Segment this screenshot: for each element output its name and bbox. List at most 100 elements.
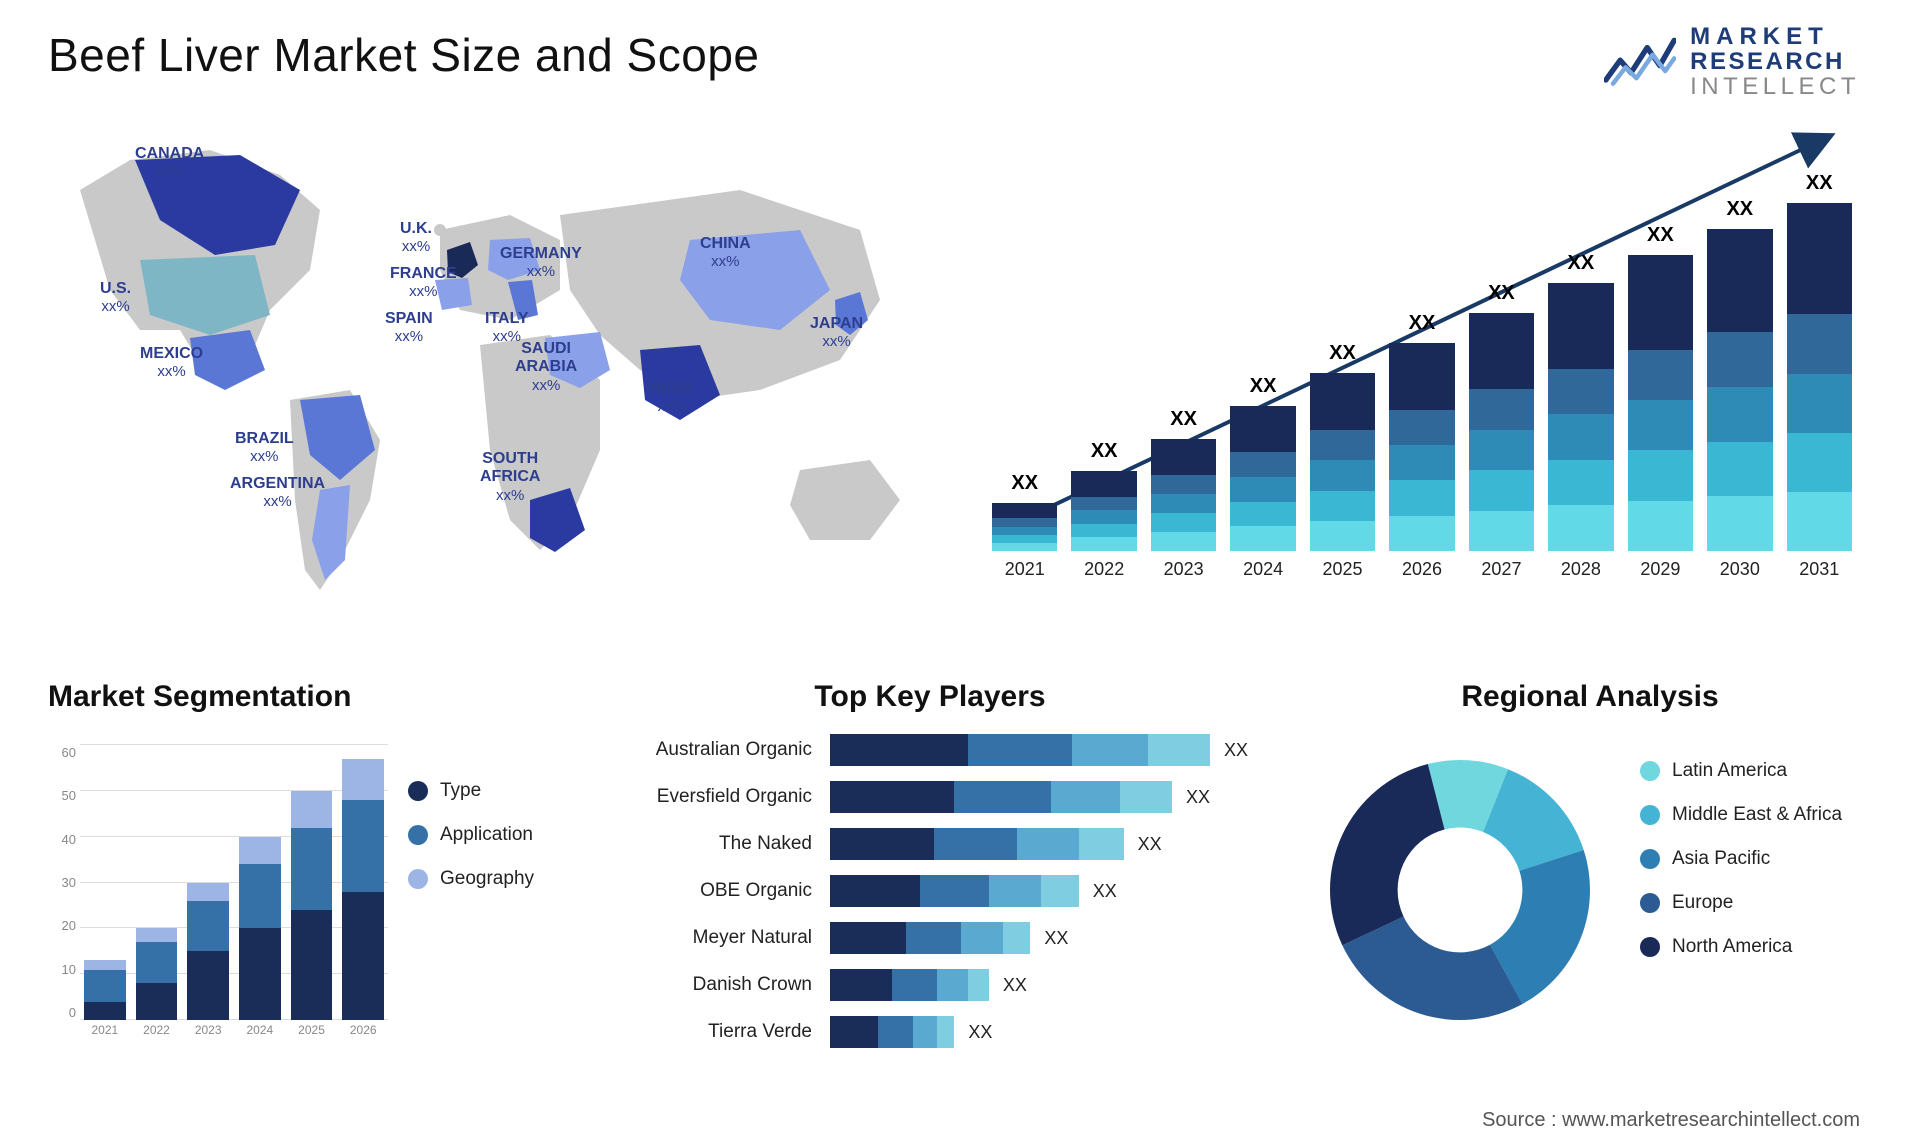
segmentation-bar — [187, 883, 229, 1020]
player-value: XX — [1044, 928, 1068, 949]
legend-item: Asia Pacific — [1640, 848, 1842, 870]
map-label: JAPANxx% — [810, 315, 863, 351]
map-label: GERMANYxx% — [500, 245, 582, 281]
forecast-bar-value: XX — [1329, 342, 1356, 365]
regional-donut — [1310, 740, 1610, 1040]
player-name: OBE Organic — [610, 880, 830, 902]
legend-item: North America — [1640, 936, 1842, 958]
forecast-bar-value: XX — [1250, 375, 1277, 398]
forecast-bar: XX 2025 — [1310, 342, 1375, 580]
player-name: The Naked — [610, 833, 830, 855]
segmentation-bar — [239, 837, 281, 1020]
forecast-chart: XX2021XX2022XX2023XX2024XX2025XX2026XX20… — [992, 150, 1852, 610]
player-value: XX — [968, 1022, 992, 1043]
segmentation-legend: Type Application Geography — [408, 780, 534, 890]
map-label: SPAINxx% — [385, 310, 433, 346]
forecast-bar-value: XX — [1806, 172, 1833, 195]
forecast-bar: XX 2021 — [992, 472, 1057, 580]
map-label: U.K.xx% — [400, 220, 432, 256]
segmentation-bar — [291, 791, 333, 1020]
forecast-bar-year: 2021 — [1005, 559, 1045, 580]
map-label: ARGENTINAxx% — [230, 475, 325, 511]
forecast-bar-value: XX — [1011, 472, 1038, 495]
map-label: FRANCExx% — [390, 265, 457, 301]
legend-item: Middle East & Africa — [1640, 804, 1842, 826]
player-row: Tierra Verde XX — [610, 1012, 1250, 1052]
player-value: XX — [1003, 975, 1027, 996]
player-name: Danish Crown — [610, 974, 830, 996]
forecast-bar-value: XX — [1488, 282, 1515, 305]
map-label: SAUDIARABIAxx% — [515, 340, 577, 394]
player-bar — [830, 969, 989, 1001]
brand-logo: MARKET RESEARCH INTELLECT — [1604, 24, 1860, 100]
legend-item: Application — [408, 824, 534, 846]
map-label: BRAZILxx% — [235, 430, 294, 466]
forecast-bar-value: XX — [1568, 252, 1595, 275]
player-row: Danish Crown XX — [610, 965, 1250, 1005]
map-label: CANADAxx% — [135, 145, 204, 181]
forecast-bar: XX2022 — [1071, 440, 1136, 580]
forecast-bar: XX 2024 — [1230, 375, 1295, 580]
player-bar — [830, 875, 1079, 907]
donut-slice — [1330, 764, 1445, 945]
legend-item: Geography — [408, 868, 534, 890]
player-row: Meyer Natural XX — [610, 918, 1250, 958]
player-name: Meyer Natural — [610, 927, 830, 949]
map-label: INDIAxx% — [650, 380, 694, 416]
forecast-bar-year: 2029 — [1640, 559, 1680, 580]
forecast-bar-year: 2026 — [1402, 559, 1442, 580]
forecast-bar-year: 2027 — [1481, 559, 1521, 580]
regional-panel: Regional Analysis Latin America Middle Ea… — [1300, 680, 1880, 1080]
logo-line1: MARKET — [1690, 24, 1860, 49]
map-label: SOUTHAFRICAxx% — [480, 450, 540, 504]
regional-legend: Latin America Middle East & Africa Asia Pa… — [1640, 760, 1842, 958]
forecast-bar: XX 2023 — [1151, 408, 1216, 580]
map-label: CHINAxx% — [700, 235, 751, 271]
forecast-bar: XX 2029 — [1628, 224, 1693, 580]
segmentation-bar — [84, 960, 126, 1020]
players-panel: Top Key Players Australian OrganicXXEver… — [610, 680, 1250, 1080]
player-row: OBE OrganicXX — [610, 871, 1250, 911]
legend-item: Latin America — [1640, 760, 1842, 782]
player-bar — [830, 781, 1172, 813]
forecast-bar-year: 2025 — [1323, 559, 1363, 580]
players-list: Australian Organic XX Eversfield Organic XX… — [610, 730, 1250, 1052]
forecast-bar-year: 2023 — [1164, 559, 1204, 580]
logo-line2: RESEARCH — [1690, 49, 1860, 74]
segmentation-panel: Market Segmentation 6050403020100 202120… — [48, 680, 568, 1080]
map-label: MEXICOxx% — [140, 345, 203, 381]
player-row: Eversfield Organic XX — [610, 777, 1250, 817]
forecast-bar-value: XX — [1170, 408, 1197, 431]
segmentation-bar — [136, 928, 178, 1020]
segmentation-bar — [342, 759, 384, 1020]
players-title: Top Key Players — [610, 680, 1250, 714]
player-name: Eversfield Organic — [610, 786, 830, 808]
forecast-bar: XX 2028 — [1548, 252, 1613, 580]
forecast-bar-value: XX — [1409, 312, 1436, 335]
forecast-bar: XX 2026 — [1389, 312, 1454, 580]
regional-title: Regional Analysis — [1300, 680, 1880, 714]
segmentation-chart: 6050403020100 202120222023202420252026 — [48, 745, 388, 1045]
forecast-bar: XX 2030 — [1707, 198, 1772, 580]
forecast-bar-value: XX — [1647, 224, 1674, 247]
forecast-bar-value: XX — [1726, 198, 1753, 221]
player-value: XX — [1224, 740, 1248, 761]
legend-item: Type — [408, 780, 534, 802]
forecast-bar-year: 2031 — [1799, 559, 1839, 580]
page-title: Beef Liver Market Size and Scope — [48, 28, 759, 82]
player-bar — [830, 828, 1124, 860]
player-name: Tierra Verde — [610, 1021, 830, 1043]
forecast-bar-year: 2028 — [1561, 559, 1601, 580]
player-bar — [830, 734, 1210, 766]
source-label: Source : www.marketresearchintellect.com — [1482, 1109, 1860, 1132]
forecast-bar-year: 2030 — [1720, 559, 1760, 580]
player-name: Australian Organic — [610, 739, 830, 761]
logo-icon — [1604, 34, 1676, 90]
forecast-bar: XX 2031 — [1787, 172, 1852, 580]
forecast-bar-year: 2024 — [1243, 559, 1283, 580]
map-label: U.S.xx% — [100, 280, 131, 316]
forecast-bar-year: 2022 — [1084, 559, 1124, 580]
player-bar — [830, 1016, 954, 1048]
player-row: Australian Organic XX — [610, 730, 1250, 770]
player-value: XX — [1186, 787, 1210, 808]
